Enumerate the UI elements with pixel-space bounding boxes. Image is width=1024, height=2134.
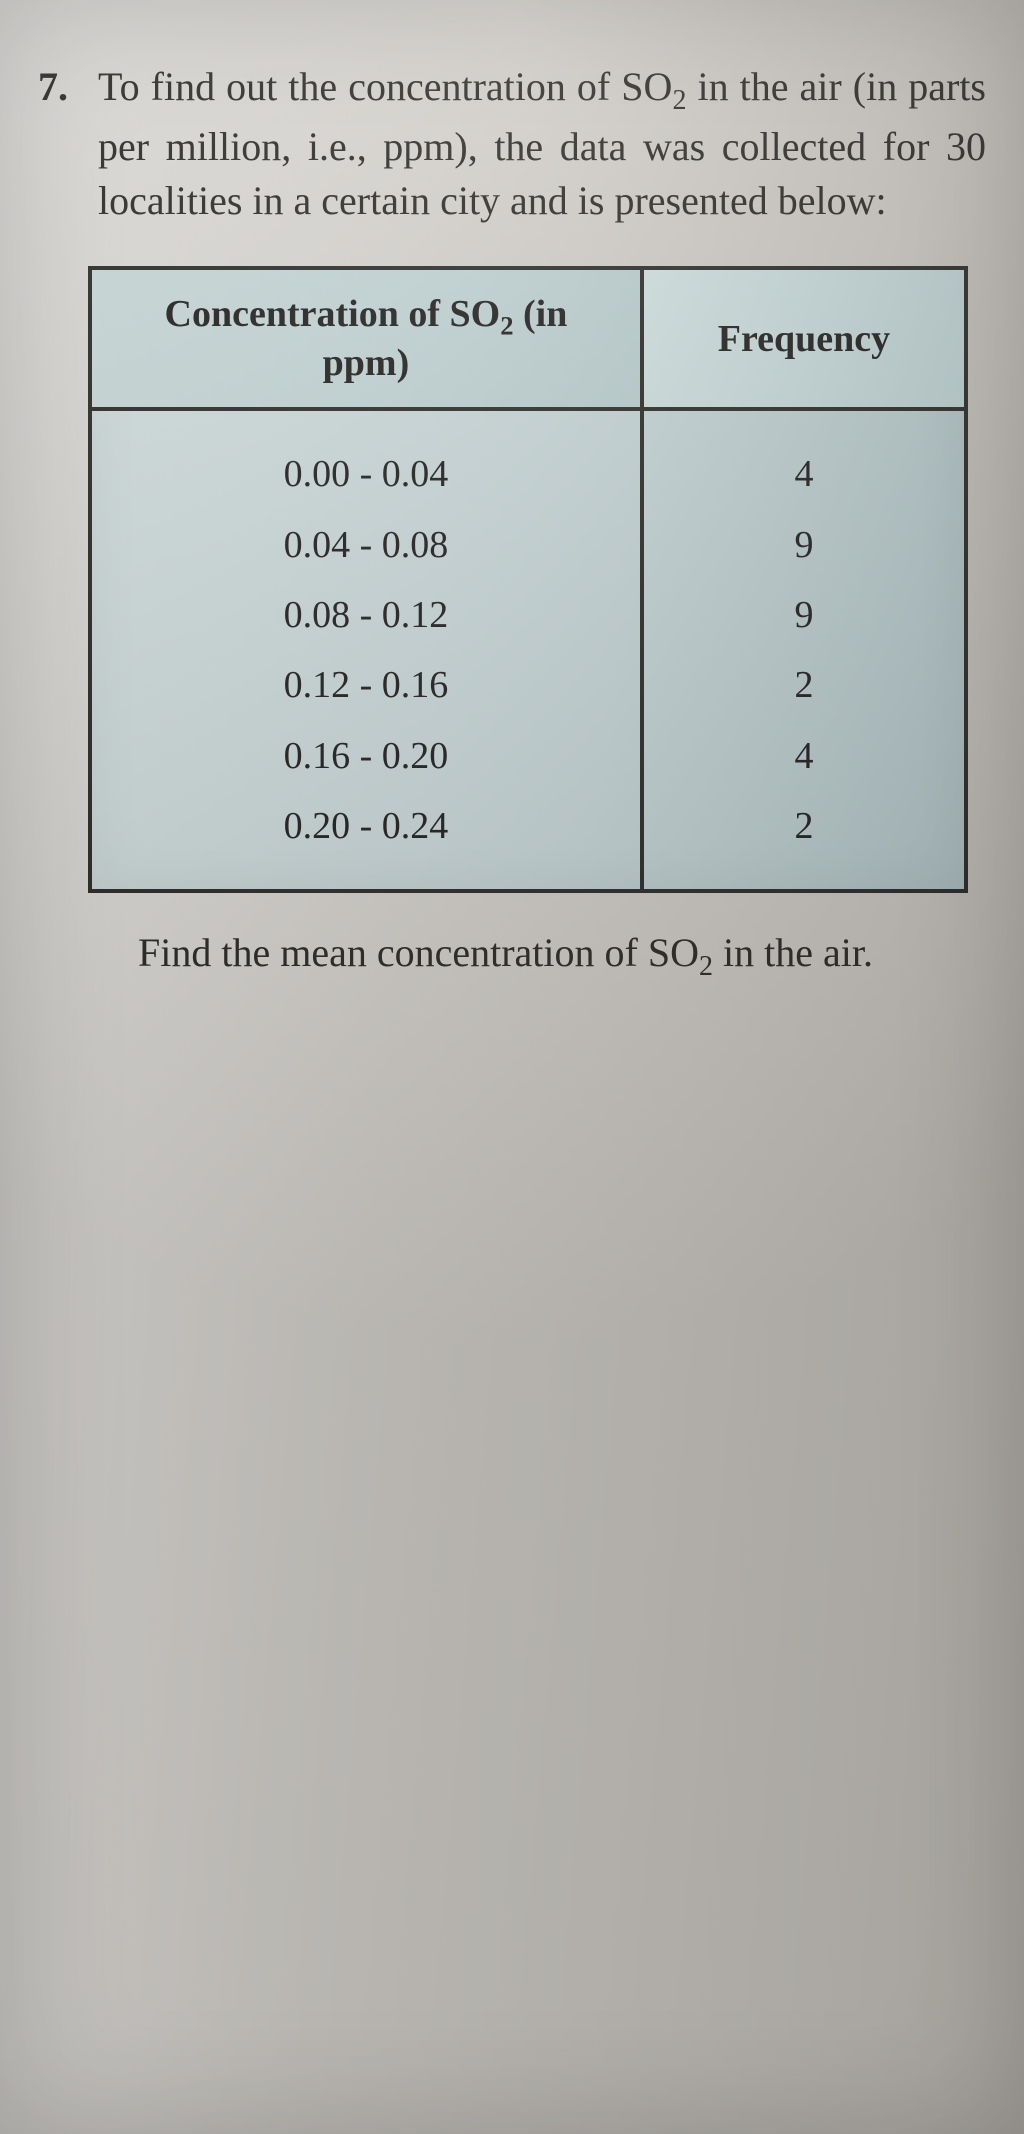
- freq-3: 2: [672, 650, 936, 720]
- find-instruction: Find the mean concentration of SO2 in th…: [138, 925, 986, 986]
- range-4: 0.16 - 0.20: [120, 721, 612, 791]
- question-text: To find out the concentration of SO2 in …: [98, 60, 986, 228]
- question-sub-so2: 2: [672, 85, 686, 116]
- col1-pre: Concentration of SO: [165, 293, 501, 335]
- range-3: 0.12 - 0.16: [120, 650, 612, 720]
- col-header-concentration: Concentration of SO2 (in ppm): [90, 268, 642, 410]
- cell-frequency-all: 4 9 9 2 4 2: [642, 409, 966, 891]
- table-row: 0.00 - 0.04 0.04 - 0.08 0.08 - 0.12 0.12…: [90, 409, 966, 891]
- range-0: 0.00 - 0.04: [120, 439, 612, 509]
- question-block: 7. To find out the concentration of SO2 …: [38, 60, 986, 228]
- table-header-row: Concentration of SO2 (in ppm) Frequency: [90, 268, 966, 410]
- col-header-frequency: Frequency: [642, 268, 966, 410]
- find-sub: 2: [699, 951, 713, 982]
- find-pre: Find the mean concentration of SO: [138, 930, 699, 975]
- freq-1: 9: [672, 510, 936, 580]
- freq-2: 9: [672, 580, 936, 650]
- question-number: 7.: [38, 60, 84, 228]
- page: 7. To find out the concentration of SO2 …: [0, 0, 1024, 2134]
- col1-sub: 2: [500, 310, 513, 340]
- range-1: 0.04 - 0.08: [120, 510, 612, 580]
- freq-4: 4: [672, 721, 936, 791]
- question-pre: To find out the concentration of SO: [98, 64, 672, 109]
- data-table: Concentration of SO2 (in ppm) Frequency …: [88, 266, 968, 893]
- data-table-wrap: Concentration of SO2 (in ppm) Frequency …: [88, 266, 968, 893]
- freq-5: 2: [672, 791, 936, 861]
- range-2: 0.08 - 0.12: [120, 580, 612, 650]
- cell-concentration-all: 0.00 - 0.04 0.04 - 0.08 0.08 - 0.12 0.12…: [90, 409, 642, 891]
- range-5: 0.20 - 0.24: [120, 791, 612, 861]
- find-post: in the air.: [713, 930, 873, 975]
- freq-0: 4: [672, 439, 936, 509]
